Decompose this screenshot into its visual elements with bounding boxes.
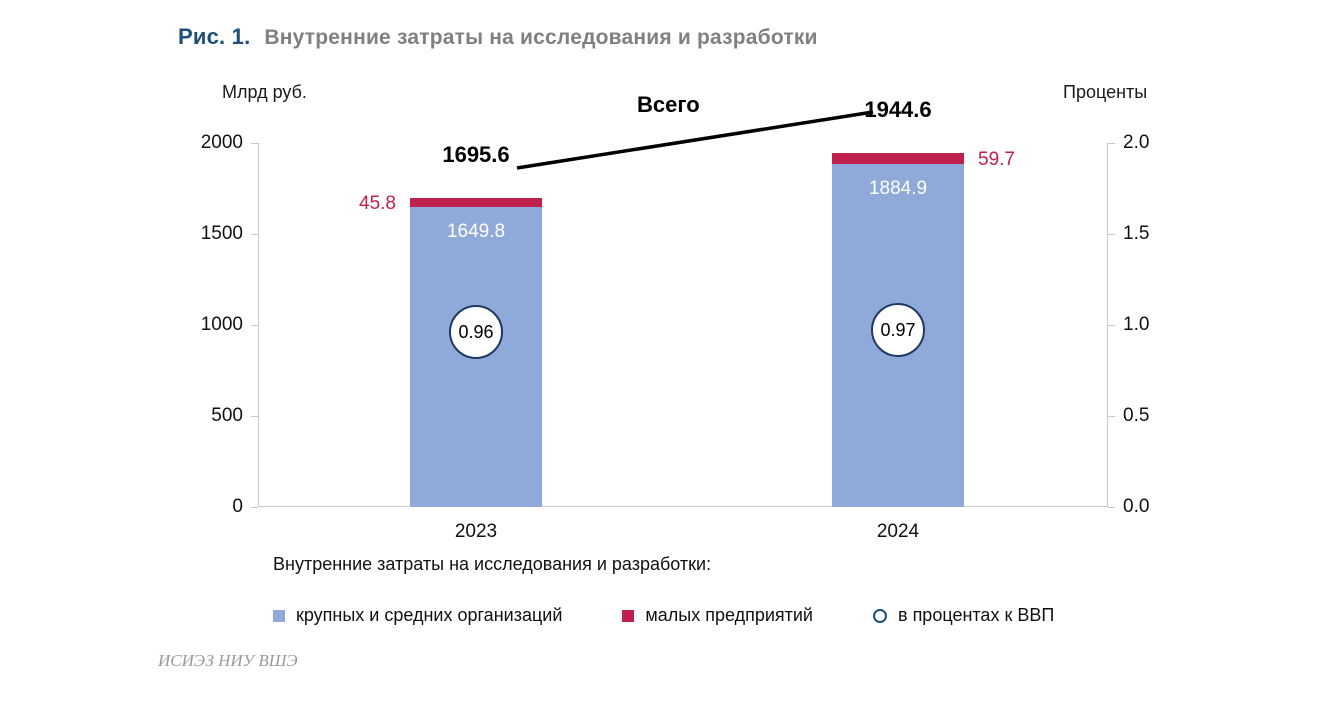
x-axis-tick-label: 2023 (454, 521, 498, 542)
y-axis-tick-left (251, 325, 258, 326)
chart-plot-area: 0 500 1000 1500 2000 0.0 0.5 1.0 1.5 2.0 1649.8 0… (201, 97, 1150, 542)
gdp-percent-marker[interactable]: 0.96 (449, 305, 503, 360)
legend-item-label: в процентах к ВВП (898, 605, 1055, 625)
x-axis-tick-label: 2024 (876, 521, 920, 542)
gdp-percent-marker[interactable]: 0.97 (871, 303, 925, 358)
legend-swatch-icon (273, 609, 285, 622)
y-axis-tick-right (1108, 325, 1115, 326)
bar-group[interactable]: 1649.8 0.96 45.8 1695.6 (359, 142, 542, 507)
y-axis-tick-right (1108, 507, 1115, 508)
y-axis-caption-left: Млрд руб. (222, 82, 307, 102)
page-title: Рис. 1. Внутренние затраты на исследован… (178, 24, 818, 50)
y-axis-tick-label-right: 0.0 (1123, 496, 1150, 517)
y-axis-tick-label-right: 1.5 (1123, 223, 1150, 244)
y-axis-caption-right: Проценты (1063, 82, 1148, 102)
bar-value-label-small-enterprises: 45.8 (359, 192, 396, 214)
y-axis-tick-left (251, 234, 258, 235)
y-axis-tick-left (251, 416, 258, 417)
legend-item[interactable]: в процентах к ВВП (873, 605, 1054, 626)
legend-title: Внутренние затраты на исследования и раз… (273, 554, 712, 574)
bar-group[interactable]: 1884.9 0.97 59.7 1944.6 (832, 97, 1015, 507)
y-axis-tick-label-left: 2000 (200, 132, 243, 153)
y-axis-tick-label-left: 500 (211, 405, 243, 426)
bar-value-label-small-enterprises: 59.7 (978, 148, 1015, 170)
y-axis-tick-right (1108, 143, 1115, 144)
legend-swatch-icon (622, 609, 635, 622)
legend-circle-icon (873, 608, 887, 623)
total-annotation-label: Всего (637, 92, 700, 117)
bar-total-label: 1944.6 (864, 97, 932, 123)
source-credit: ИСИЭЗ НИУ ВШЭ (158, 651, 298, 670)
y-axis-tick-label-right: 2.0 (1123, 132, 1150, 153)
bar-segment-large-medium-orgs[interactable]: 1649.8 0.96 (410, 206, 542, 507)
legend-item-label: крупных и средних организаций (296, 605, 563, 625)
y-axis-tick-label-left: 1000 (200, 314, 243, 335)
y-axis-tick-left (251, 507, 258, 508)
figure-title: Внутренние затраты на исследования и раз… (264, 26, 818, 49)
bar-segment-small-enterprises[interactable] (832, 153, 964, 164)
bar-segment-large-medium-orgs[interactable]: 1884.9 0.97 (832, 163, 964, 507)
y-axis-tick-right (1108, 416, 1115, 417)
y-axis-tick-label-right: 1.0 (1123, 314, 1150, 335)
y-axis-tick-label-left: 1500 (200, 223, 243, 244)
y-axis-tick-label-right: 0.5 (1123, 405, 1150, 426)
y-axis-tick-left (251, 143, 258, 144)
y-axis-line-left (258, 143, 259, 507)
legend: крупных и средних организаций малых предп… (273, 605, 1054, 626)
legend-item-label: малых предприятий (645, 605, 813, 625)
figure-number: Рис. 1. (178, 24, 251, 49)
bar-value-label-large-medium-orgs: 1884.9 (868, 177, 928, 199)
y-axis-line-right (1107, 143, 1108, 507)
bar-segment-small-enterprises[interactable] (410, 198, 542, 207)
y-axis-tick-label-left: 0 (232, 496, 243, 517)
bar-total-label: 1695.6 (442, 142, 510, 168)
y-axis-tick-right (1108, 234, 1115, 235)
legend-item[interactable]: крупных и средних организаций (273, 605, 562, 626)
legend-item[interactable]: малых предприятий (622, 605, 813, 626)
x-axis-line (258, 506, 1108, 507)
bar-value-label-large-medium-orgs: 1649.8 (446, 220, 506, 242)
